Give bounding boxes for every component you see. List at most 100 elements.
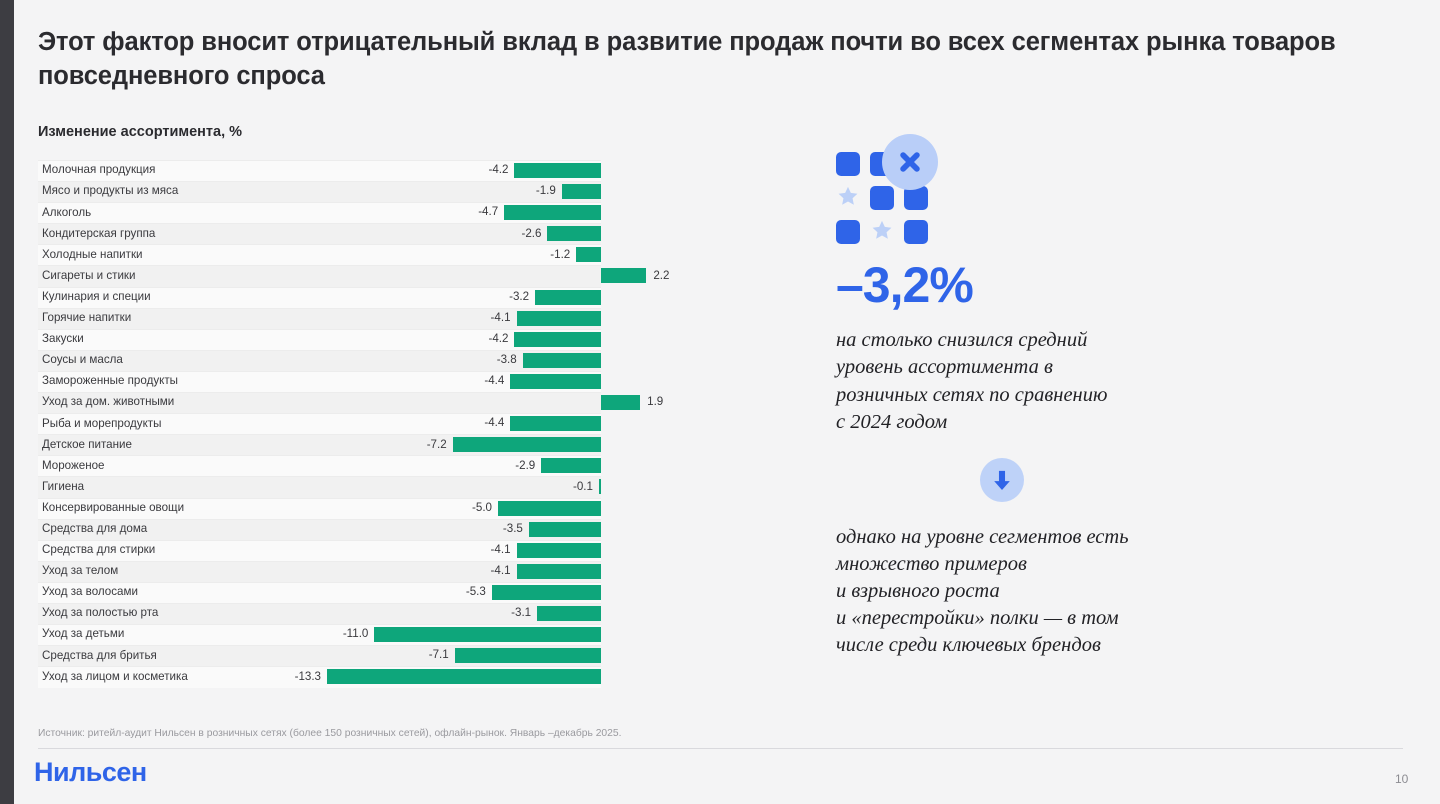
value-bar: [454, 648, 601, 664]
category-label: Средства для бритья: [42, 648, 157, 662]
value-bar: [516, 542, 601, 558]
chart-row: Уход за телом -4.1: [38, 560, 738, 583]
value-label: -3.1: [511, 606, 532, 620]
chart-row: Уход за лицом и косметика -13.3: [38, 666, 738, 689]
category-label: Детское питание: [42, 437, 132, 451]
chart-row: Соусы и масла -3.8: [38, 349, 738, 372]
row-background: [38, 202, 601, 225]
row-background: [38, 392, 601, 415]
value-bar: [491, 584, 601, 600]
chart-row: Консервированные овощи -5.0: [38, 497, 738, 520]
row-background: [38, 581, 601, 604]
value-label: -3.8: [496, 353, 517, 367]
value-label: -0.1: [572, 479, 593, 493]
grid-star-icon: [835, 184, 861, 210]
category-label: Уход за дом. животными: [42, 395, 175, 409]
value-bar: [535, 289, 601, 305]
value-bar: [516, 563, 601, 579]
category-label: Уход за телом: [42, 564, 119, 578]
callout-panel: –3,2% на столько снизился средний уровен…: [835, 134, 1356, 659]
category-label: Уход за волосами: [42, 585, 138, 599]
grid-square-icon: [904, 220, 928, 244]
chart-row: Уход за дом. животными 1.9: [38, 392, 738, 415]
value-label: -1.9: [535, 184, 556, 198]
chart-row: Уход за волосами -5.3: [38, 581, 738, 604]
row-background: [38, 265, 601, 288]
value-label: -4.7: [478, 205, 499, 219]
chart-row: Кулинария и специи -3.2: [38, 286, 738, 309]
assortment-change-chart: Изменение ассортимента, % Молочная проду…: [38, 124, 738, 689]
close-x-badge-icon: [882, 134, 938, 190]
value-label: -4.1: [490, 310, 511, 324]
chart-row: Кондитерская группа -2.6: [38, 223, 738, 246]
value-bar: [547, 226, 601, 242]
value-bar: [537, 605, 601, 621]
grid-square-icon: [836, 220, 860, 244]
chart-rows: Молочная продукция -4.2 Мясо и продукты из…: [38, 160, 738, 689]
row-background: [38, 455, 601, 478]
category-label: Закуски: [42, 332, 84, 346]
left-accent-bar: [0, 0, 14, 804]
row-background: [38, 539, 601, 562]
value-label: -5.3: [465, 585, 486, 599]
chart-row: Средства для бритья -7.1: [38, 645, 738, 668]
value-label: -1.2: [550, 247, 571, 261]
value-bar: [576, 247, 601, 263]
grid-star-icon: [869, 218, 895, 244]
row-background: [38, 307, 601, 330]
chart-row: Уход за полостью рта -3.1: [38, 602, 738, 626]
chart-row: Молочная продукция -4.2: [38, 160, 738, 183]
value-label: -4.1: [490, 564, 511, 578]
value-label: -3.5: [502, 521, 523, 535]
category-label: Алкоголь: [42, 205, 92, 219]
row-background: [38, 160, 601, 183]
value-bar: [327, 669, 601, 685]
chart-row: Рыба и морепродукты -4.4: [38, 413, 738, 436]
category-label: Уход за детьми: [42, 627, 125, 641]
chart-row: Мясо и продукты из мяса -1.9: [38, 181, 738, 204]
category-label: Сигареты и стики: [42, 268, 136, 282]
value-bar: [514, 163, 601, 178]
category-label: Мясо и продукты из мяса: [42, 184, 179, 198]
chart-row: Уход за детьми -11.0: [38, 624, 738, 647]
value-label: -7.1: [428, 648, 449, 662]
value-bar: [510, 373, 601, 389]
grid-square-icon: [870, 186, 894, 210]
value-label: -4.4: [484, 416, 505, 430]
arrow-down-icon: [980, 458, 1024, 502]
row-background: [38, 244, 601, 267]
category-label: Рыба и морепродукты: [42, 416, 162, 430]
row-background: [38, 518, 601, 541]
value-label: -2.6: [521, 226, 542, 240]
category-label: Гигиена: [42, 479, 85, 493]
callout-paragraph-2: однако на уровне сегментов есть множеств…: [836, 526, 1129, 657]
chart-row: Горячие напитки -4.1: [38, 307, 738, 330]
value-label: -4.2: [488, 163, 509, 177]
grid-square-icon: [836, 152, 860, 176]
value-bar: [601, 268, 647, 284]
value-bar: [514, 331, 601, 347]
row-background: [38, 497, 601, 520]
value-label: 1.9: [647, 395, 664, 409]
value-bar: [498, 500, 601, 516]
chart-row: Детское питание -7.2: [38, 434, 738, 457]
row-background: [38, 370, 601, 394]
chart-row: Мороженое -2.9: [38, 455, 738, 478]
value-bar: [528, 521, 601, 537]
headline-metric: –3,2%: [836, 257, 974, 313]
chart-row: Средства для дома -3.5: [38, 518, 738, 541]
value-label: -2.9: [515, 458, 536, 472]
category-label: Соусы и масла: [42, 353, 123, 367]
value-bar: [510, 416, 601, 432]
page-number: 10: [1395, 772, 1409, 786]
row-background: [38, 223, 601, 246]
row-background: [38, 286, 601, 309]
category-label: Молочная продукция: [42, 163, 156, 177]
row-background: [38, 602, 601, 626]
assortment-grid-removed-icon: [835, 134, 938, 244]
category-label: Замороженные продукты: [42, 374, 178, 388]
category-label: Кондитерская группа: [42, 226, 156, 240]
value-label: -13.3: [294, 669, 322, 683]
value-bar: [374, 627, 601, 643]
